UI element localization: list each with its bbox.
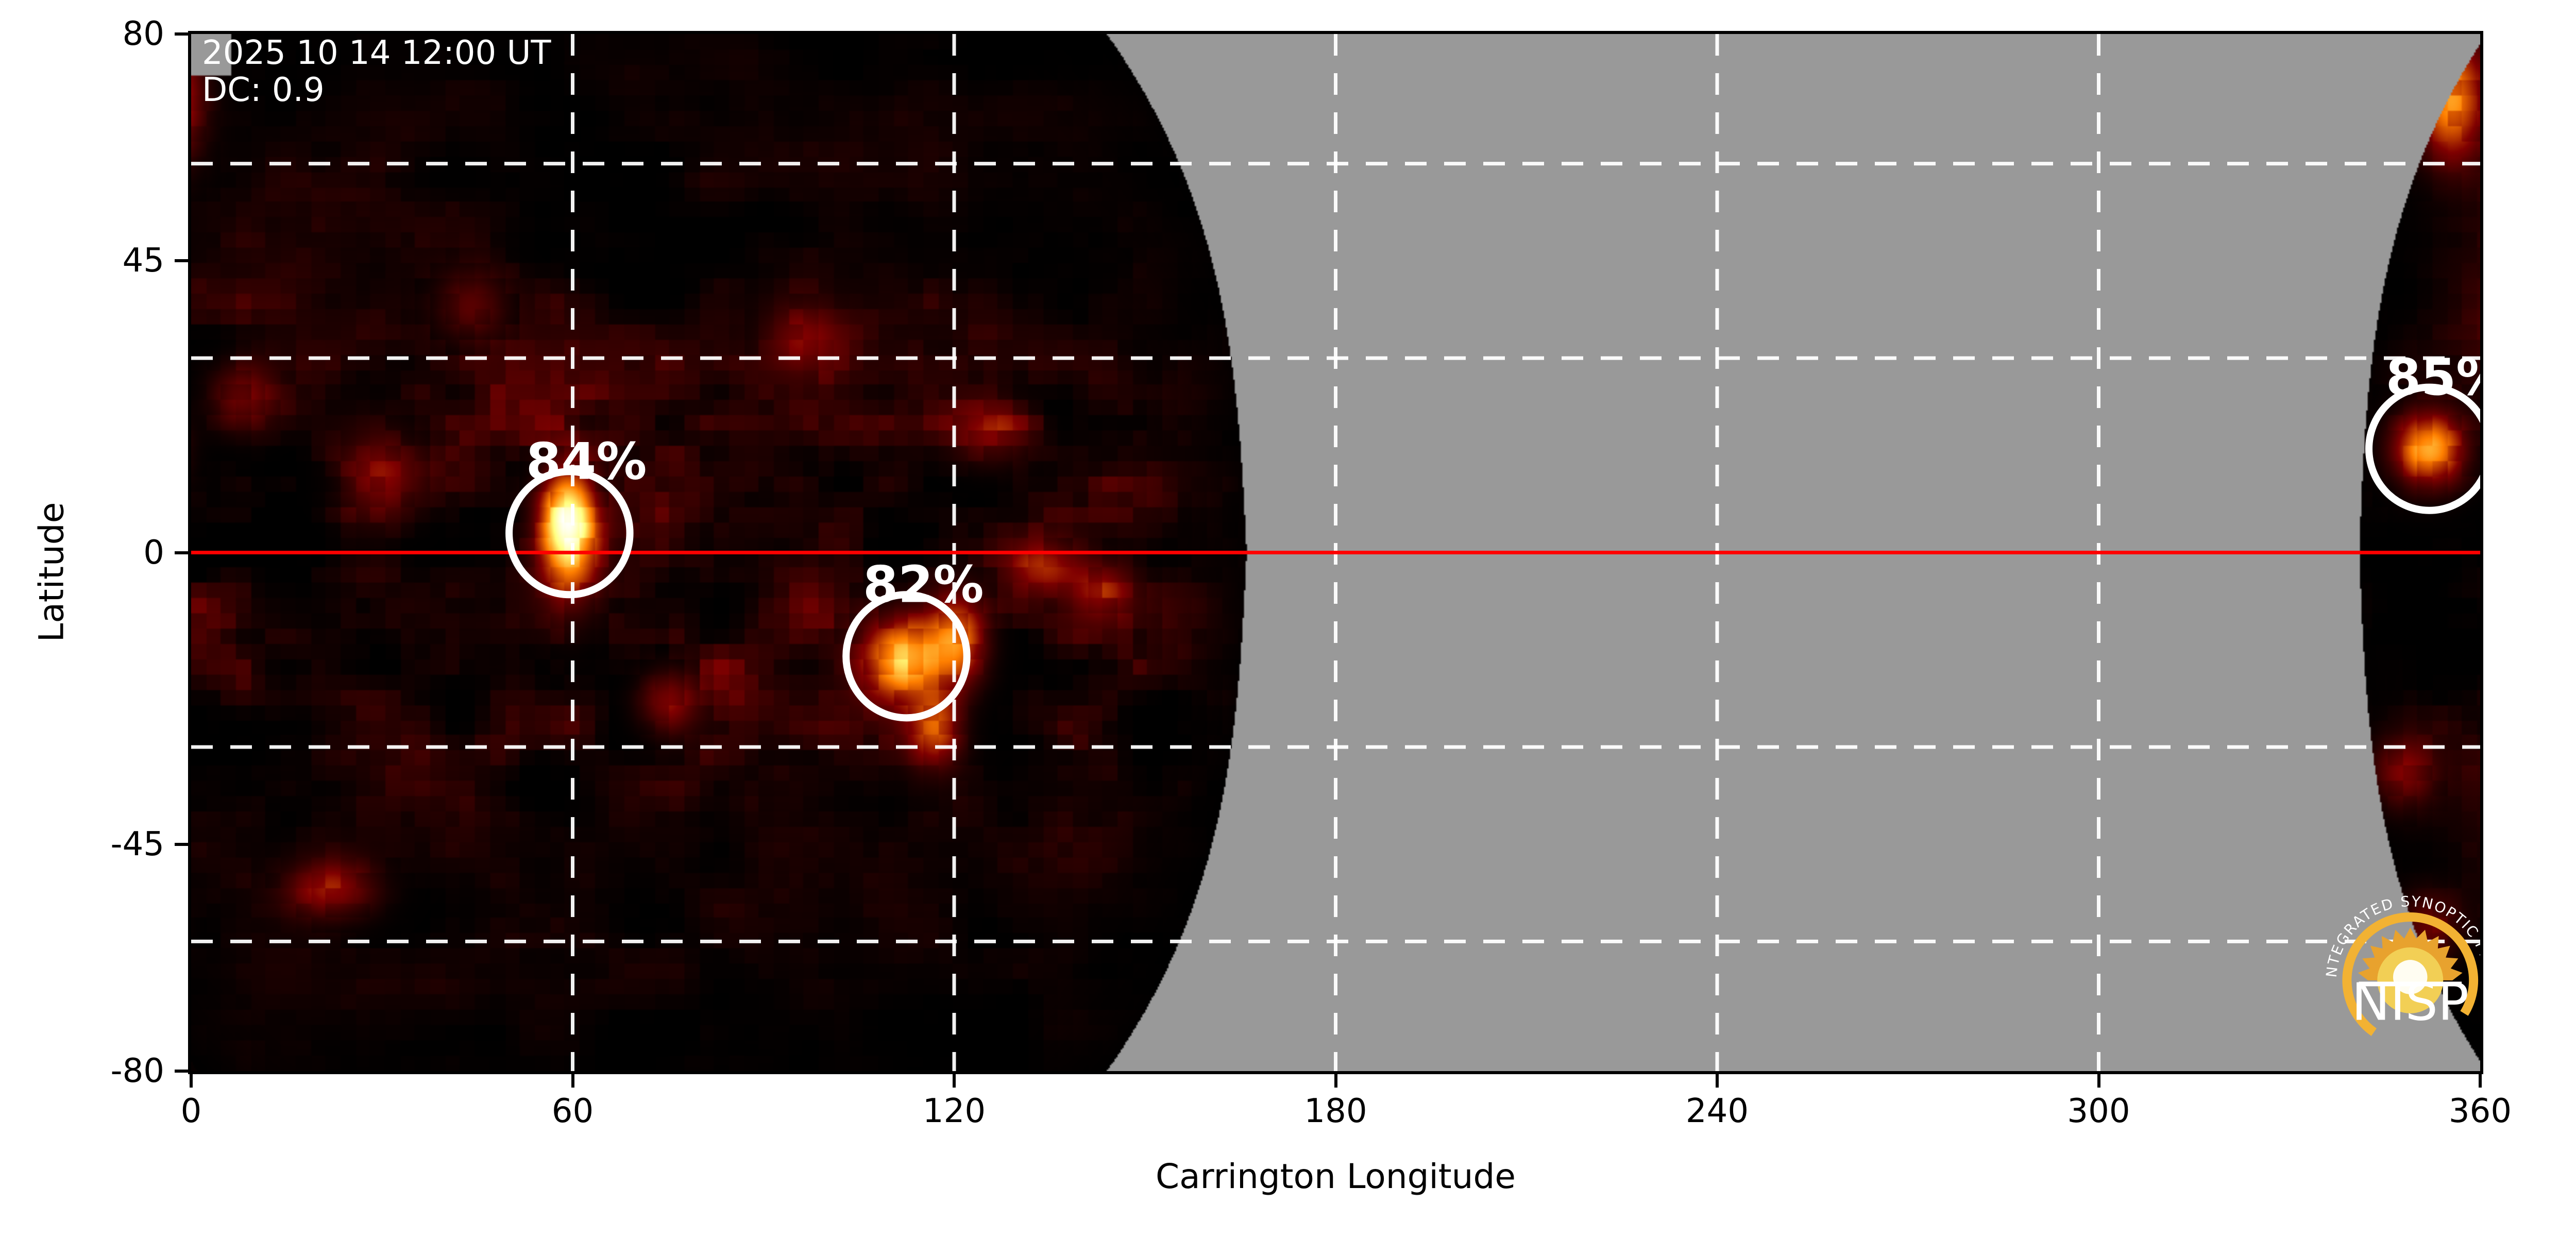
- y-tick-label-80: 80: [122, 15, 164, 53]
- x-tick-mark-240: [1716, 1074, 1719, 1088]
- x-tick-label-0: 0: [180, 1092, 202, 1130]
- x-axis-label: Carrington Longitude: [1155, 1157, 1516, 1196]
- y-tick-label-0: 0: [143, 533, 164, 572]
- nisp-corona: [2358, 927, 2463, 980]
- plot-overlay: NSO INTEGRATED SYNOPTIC PROGRAMNISP84%82…: [191, 34, 2480, 1071]
- y-tick-mark-80: [175, 32, 188, 36]
- marker-label-1: 82%: [863, 556, 984, 615]
- marker-label-2: 85%: [2386, 348, 2480, 407]
- x-tick-label-360: 360: [2448, 1092, 2512, 1130]
- x-tick-label-240: 240: [1685, 1092, 1749, 1130]
- nisp-ring: [2342, 912, 2479, 1048]
- marker-label-0: 84%: [526, 433, 647, 491]
- active-region-marker-2: 85%: [2365, 348, 2480, 514]
- x-tick-mark-120: [953, 1074, 956, 1088]
- marker-circle-2: [2365, 383, 2480, 514]
- x-tick-label-300: 300: [2067, 1092, 2130, 1130]
- x-tick-mark-300: [2097, 1074, 2100, 1088]
- x-tick-mark-60: [571, 1074, 574, 1088]
- nisp-acronym: NISP: [2351, 972, 2469, 1032]
- y-tick-mark--80: [175, 1070, 188, 1073]
- x-tick-mark-180: [1334, 1074, 1337, 1088]
- x-tick-label-60: 60: [551, 1092, 594, 1130]
- y-tick-mark--45: [175, 842, 188, 846]
- x-tick-label-180: 180: [1304, 1092, 1367, 1130]
- active-region-marker-0: 84%: [505, 433, 647, 599]
- y-tick-label--80: -80: [110, 1052, 164, 1090]
- x-tick-label-120: 120: [922, 1092, 986, 1130]
- x-tick-mark-360: [2479, 1074, 2482, 1088]
- farside-magnetogram-plot: NSO INTEGRATED SYNOPTIC PROGRAMNISP84%82…: [188, 31, 2483, 1074]
- nisp-horizon: [2359, 981, 2462, 987]
- active-region-marker-1: 82%: [842, 556, 984, 722]
- marker-circle-1: [842, 591, 971, 722]
- marker-circle-0: [505, 468, 634, 599]
- y-tick-mark-45: [175, 259, 188, 263]
- x-tick-mark-0: [190, 1074, 193, 1088]
- y-axis-label: Latitude: [31, 502, 72, 642]
- y-tick-label--45: -45: [110, 825, 164, 863]
- y-tick-mark-0: [175, 551, 188, 554]
- nisp-sun-core: [2393, 960, 2428, 994]
- nisp-sun-mid: [2377, 947, 2444, 1013]
- y-tick-label-45: 45: [122, 242, 164, 280]
